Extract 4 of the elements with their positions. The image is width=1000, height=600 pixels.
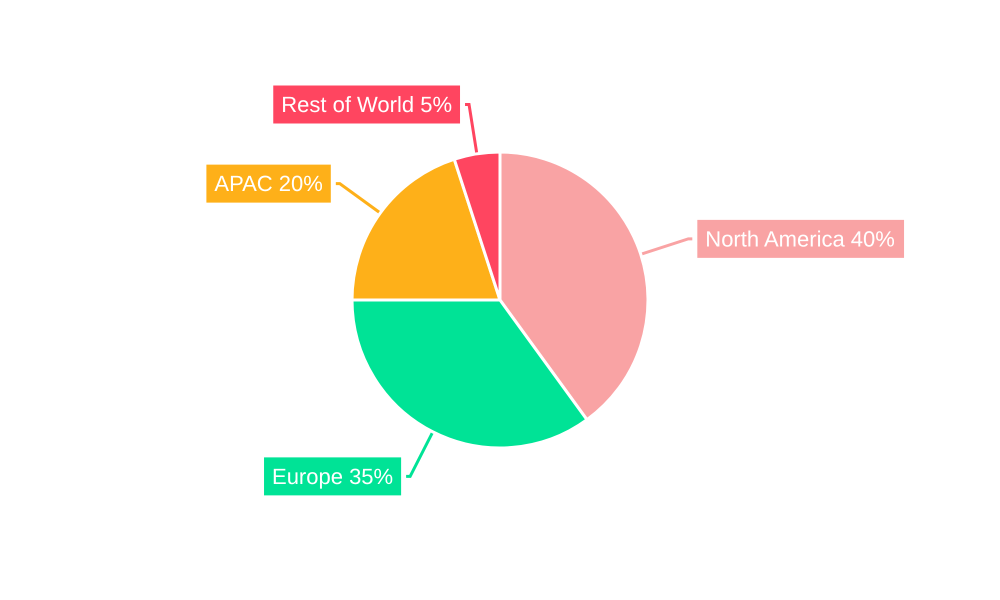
slice-label: APAC 20% xyxy=(214,171,323,196)
slice-label: Europe 35% xyxy=(272,464,394,489)
slice-label: North America 40% xyxy=(705,226,895,252)
slice-label: Rest of World 5% xyxy=(281,92,452,117)
